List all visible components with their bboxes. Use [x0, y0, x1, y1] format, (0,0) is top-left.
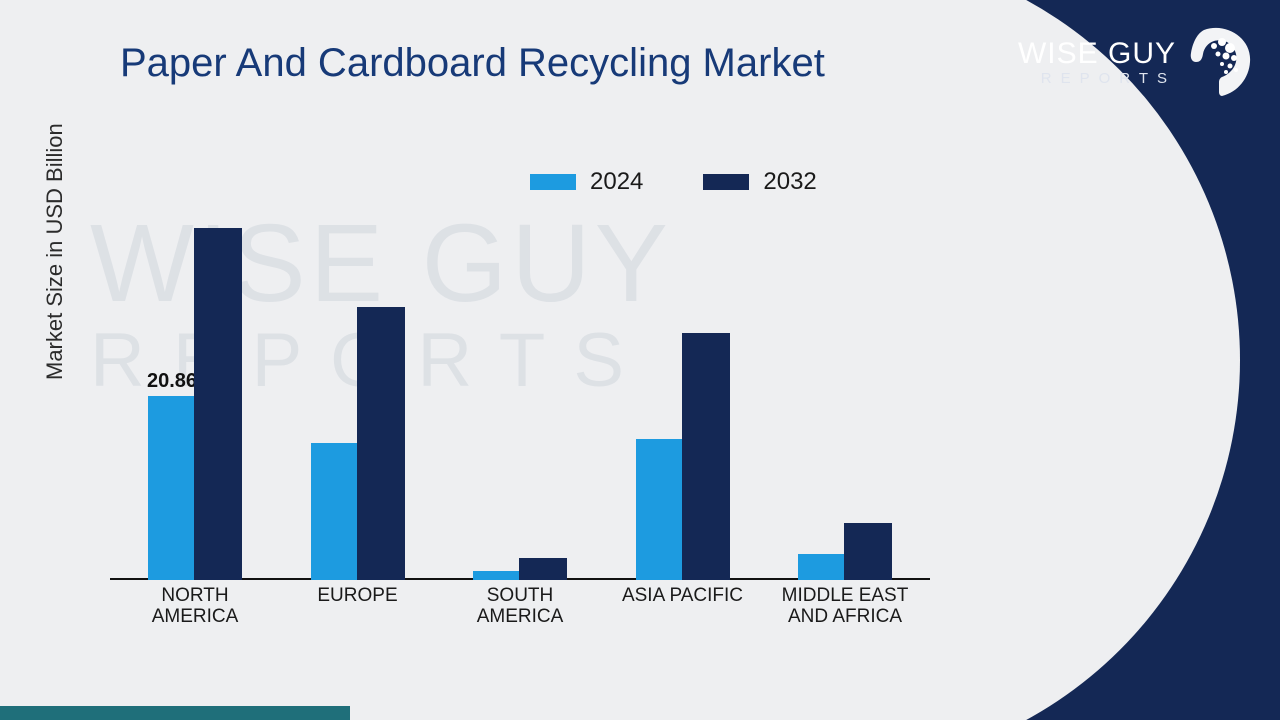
- chart-stage: WISE GUY REPORTS WISE GUY REPORTS Paper …: [0, 0, 1280, 720]
- decorative-bottom-strip: [0, 706, 350, 720]
- bar-2024: [473, 571, 521, 580]
- legend: 2024 2032: [530, 168, 817, 196]
- legend-swatch-2024: [530, 174, 576, 190]
- bar-group: 20.86NORTH AMERICA: [120, 228, 270, 580]
- category-label: EUROPE: [283, 586, 433, 607]
- brand-logo-text: WISE GUY REPORTS: [1018, 39, 1176, 86]
- y-axis-label: Market Size in USD Billion: [42, 123, 68, 380]
- legend-item-2032: 2032: [703, 168, 816, 196]
- bar-2024: [311, 443, 359, 580]
- bar-value-label: 20.86: [147, 370, 197, 393]
- brand-logo-head-icon: [1186, 26, 1252, 98]
- bar-2032: [519, 558, 567, 580]
- bar-group: SOUTH AMERICA: [445, 558, 595, 580]
- bar-2024: 20.86: [148, 396, 196, 580]
- category-label: ASIA PACIFIC: [608, 586, 758, 607]
- brand-logo-line2: REPORTS: [1018, 71, 1176, 86]
- chart-plot-area: 20.86NORTH AMERICAEUROPE SOUTH AMERICA ASI…: [110, 210, 930, 580]
- category-label: MIDDLE EAST AND AFRICA: [770, 586, 920, 628]
- chart-title: Paper And Cardboard Recycling Market: [120, 40, 825, 86]
- brand-logo: WISE GUY REPORTS: [1018, 26, 1252, 98]
- category-label: SOUTH AMERICA: [445, 586, 595, 628]
- bar-2032: [357, 307, 405, 580]
- bar-2024: [798, 554, 846, 580]
- legend-label-2024: 2024: [590, 168, 643, 196]
- bar-group: EUROPE: [283, 307, 433, 580]
- bar-groups: 20.86NORTH AMERICAEUROPE SOUTH AMERICA ASI…: [110, 210, 930, 580]
- bar-2032: [682, 333, 730, 580]
- bar-2032: [194, 228, 242, 580]
- category-label: NORTH AMERICA: [120, 586, 270, 628]
- bar-group: ASIA PACIFIC: [608, 333, 758, 580]
- brand-logo-line1: WISE GUY: [1018, 39, 1176, 69]
- legend-label-2032: 2032: [763, 168, 816, 196]
- legend-swatch-2032: [703, 174, 749, 190]
- bar-2032: [844, 523, 892, 580]
- bar-2024: [636, 439, 684, 580]
- legend-item-2024: 2024: [530, 168, 643, 196]
- bar-group: MIDDLE EAST AND AFRICA: [770, 523, 920, 580]
